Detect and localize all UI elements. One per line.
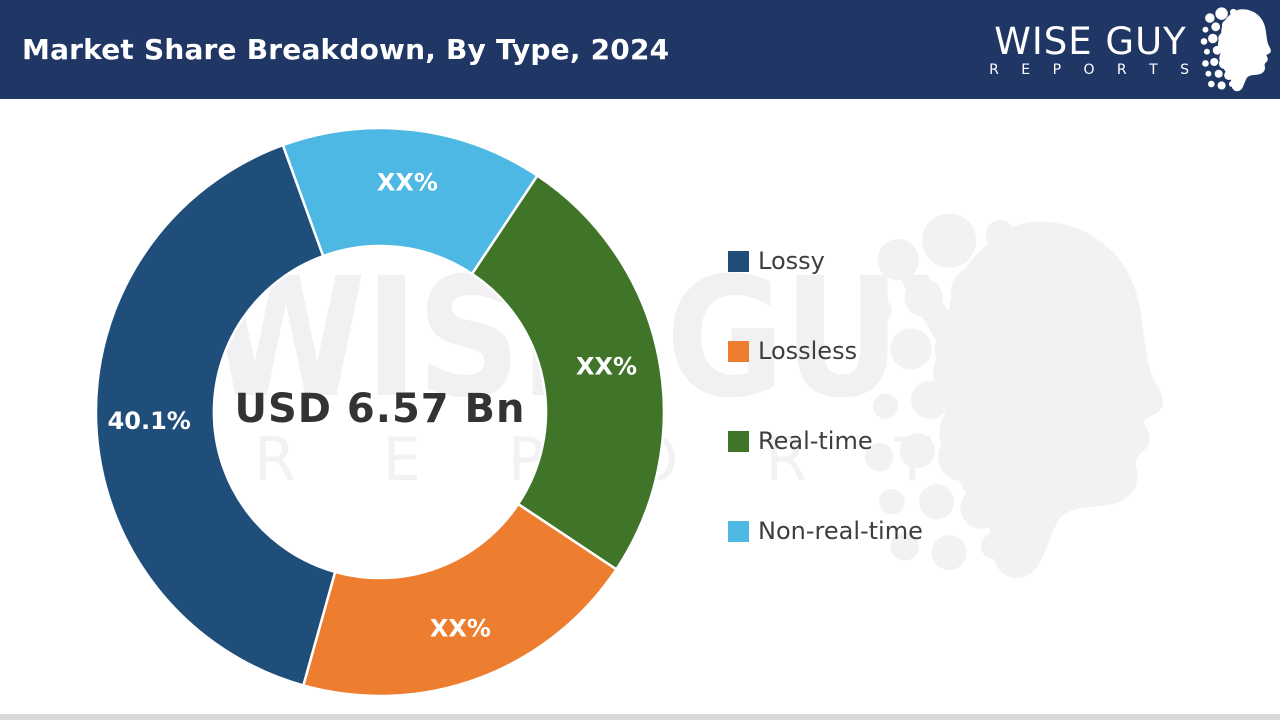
segment-value-label: XX% <box>430 615 491 643</box>
legend-label: Lossless <box>758 337 858 365</box>
segment-value-label: XX% <box>377 169 438 197</box>
legend-swatch <box>728 520 749 542</box>
segment-value-label: 40.1% <box>108 407 191 435</box>
page-title: Market Share Breakdown, By Type, 2024 <box>22 33 670 66</box>
legend-label: Non-real-time <box>758 517 923 545</box>
chart-legend: Lossy Lossless Real-time Non-real-time <box>728 249 923 543</box>
legend-item: Lossy <box>728 249 923 273</box>
donut-segment-lossless <box>301 502 619 698</box>
header-bar: Market Share Breakdown, By Type, 2024 WI… <box>0 0 1280 99</box>
legend-item: Non-real-time <box>728 519 923 543</box>
segment-value-label: XX% <box>576 353 637 381</box>
donut-segment-real-time <box>470 173 666 572</box>
legend-item: Lossless <box>728 339 923 363</box>
legend-swatch <box>728 430 749 452</box>
brand-logo: WISE GUY R E P O R T S <box>983 6 1280 95</box>
legend-swatch <box>728 250 749 272</box>
logo-wordmark: WISE GUY <box>994 19 1187 63</box>
logo-text: WISE GUY R E P O R T S <box>983 19 1198 79</box>
legend-label: Real-time <box>758 427 873 455</box>
footer-strip <box>0 714 1280 720</box>
chart-center-value: USD 6.57 Bn <box>234 386 526 432</box>
legend-swatch <box>728 340 749 362</box>
logo-subtext: R E P O R T S <box>989 62 1198 79</box>
legend-item: Real-time <box>728 429 923 453</box>
legend-label: Lossy <box>758 247 825 275</box>
donut-segment-non-real-time <box>281 126 540 276</box>
donut-segment-lossy <box>94 143 337 688</box>
